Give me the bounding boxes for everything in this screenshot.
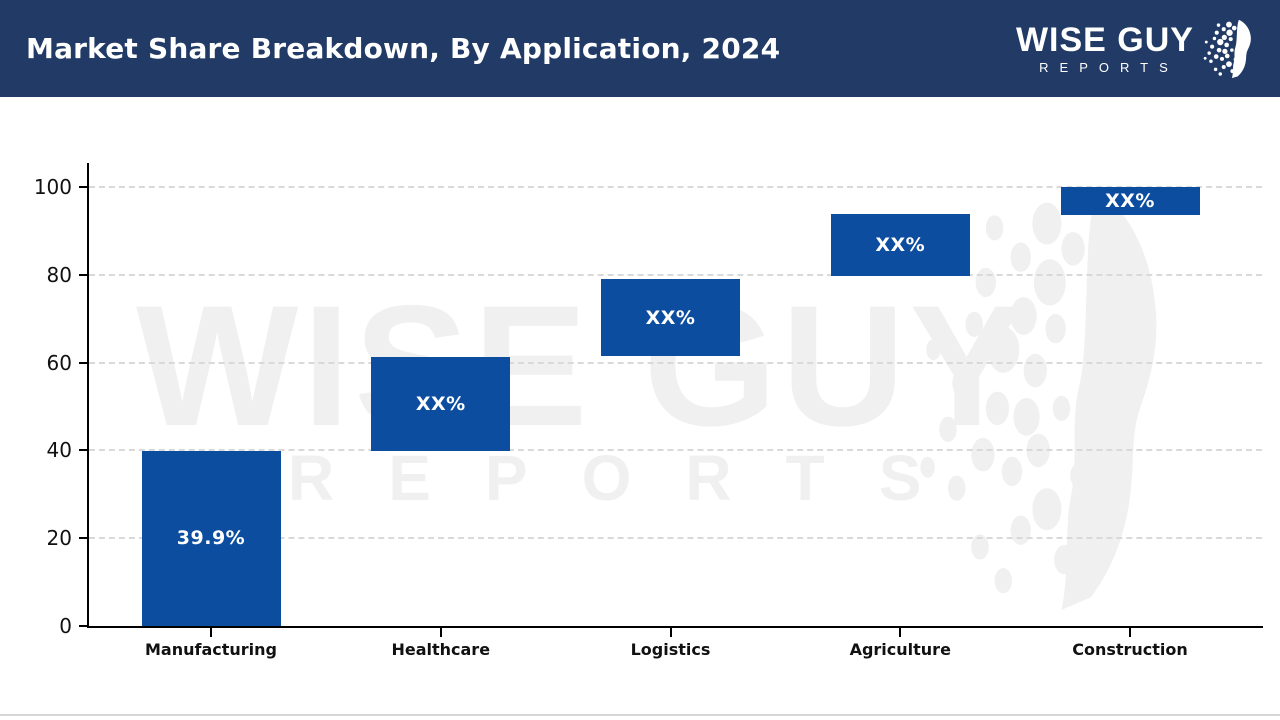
x-tick-manufacturing: [210, 628, 212, 637]
y-tick-20: [79, 537, 87, 540]
gridline-y-20: [89, 537, 1262, 540]
x-category-label-construction: Construction: [1072, 640, 1188, 659]
y-tick-40: [79, 449, 87, 452]
bar-construction: XX%: [1060, 187, 1200, 215]
bar-value-label-logistics: XX%: [645, 306, 696, 329]
y-tick-label-60: 60: [46, 350, 72, 375]
x-category-label-logistics: Logistics: [630, 640, 711, 659]
y-axis-line: [87, 163, 89, 628]
x-category-label-agriculture: Agriculture: [849, 640, 951, 659]
bar-value-label-healthcare: XX%: [415, 392, 466, 415]
y-tick-label-20: 20: [46, 526, 72, 551]
wiseguy-logo: WISE GUY REPORTS: [1016, 10, 1254, 88]
gridline-y-60: [89, 361, 1262, 364]
page-title: Market Share Breakdown, By Application, …: [26, 32, 781, 65]
y-tick-100: [79, 186, 87, 188]
bar-value-label-construction: XX%: [1105, 189, 1155, 212]
y-tick-0: [79, 625, 87, 627]
x-category-label-manufacturing: Manufacturing: [145, 640, 277, 659]
y-tick-60: [79, 361, 87, 364]
y-tick-label-80: 80: [46, 262, 72, 287]
x-tick-logistics: [669, 628, 672, 637]
bar-value-label-agriculture: XX%: [875, 233, 926, 256]
watermark-subtitle: REPORTS: [288, 442, 976, 514]
bar-value-label-manufacturing: 39.9%: [176, 527, 246, 550]
dotted-head-icon: [1203, 19, 1251, 78]
bar-healthcare: XX%: [371, 356, 511, 451]
y-tick-label-100: 100: [33, 175, 72, 199]
bar-manufacturing: 39.9%: [141, 450, 281, 626]
y-tick-label-0: 0: [59, 614, 72, 638]
x-category-label-healthcare: Healthcare: [391, 640, 491, 659]
gridline-y-40: [89, 449, 1262, 452]
header: Market Share Breakdown, By Application, …: [0, 0, 1280, 97]
watermark-wordmark: WISE GUY: [136, 270, 1029, 462]
gridline-y-80: [89, 273, 1262, 276]
logo-wordmark: WISE GUY: [1015, 20, 1194, 59]
logo-subtitle: REPORTS: [1039, 59, 1179, 75]
gridline-y-100: [89, 186, 1262, 188]
bar-logistics: XX%: [601, 279, 740, 356]
y-tick-80: [79, 273, 87, 276]
logo-text: WISE GUY REPORTS: [1016, 23, 1194, 75]
bottom-divider: [0, 714, 1280, 716]
y-tick-label-40: 40: [46, 438, 72, 463]
x-tick-construction: [1129, 628, 1131, 637]
x-tick-healthcare: [439, 628, 442, 637]
x-axis-line: [87, 626, 1263, 628]
bar-agriculture: XX%: [830, 214, 970, 276]
x-tick-agriculture: [899, 628, 902, 637]
